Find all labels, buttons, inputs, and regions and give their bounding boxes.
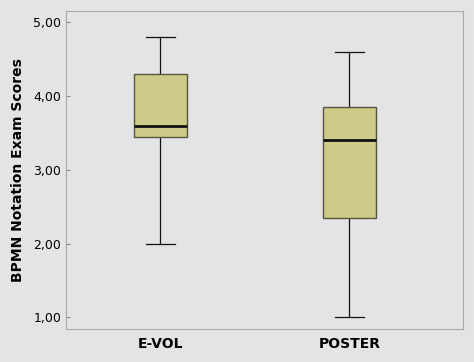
FancyBboxPatch shape [323, 107, 376, 218]
FancyBboxPatch shape [134, 74, 187, 136]
Y-axis label: BPMN Notation Exam Scores: BPMN Notation Exam Scores [11, 58, 25, 282]
